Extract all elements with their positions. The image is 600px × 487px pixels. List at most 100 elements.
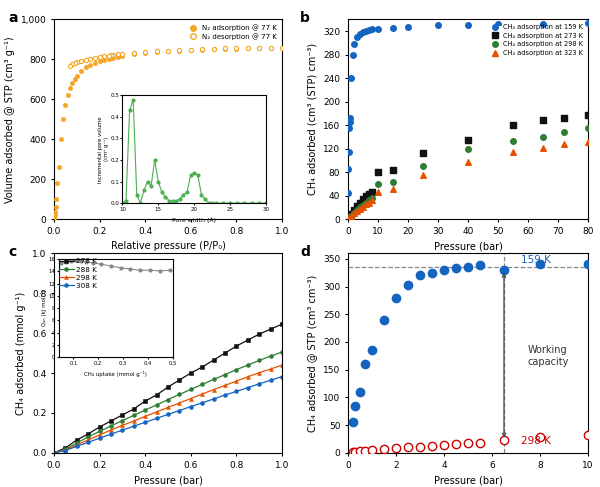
Text: b: b bbox=[300, 12, 310, 25]
278 K bbox=[233, 343, 240, 349]
Point bbox=[358, 195, 368, 203]
308 K bbox=[267, 377, 274, 383]
288 K bbox=[176, 392, 183, 397]
Point bbox=[559, 114, 569, 122]
288 K bbox=[267, 353, 274, 359]
298 K bbox=[233, 378, 240, 384]
Point bbox=[364, 190, 374, 198]
308 K bbox=[50, 450, 58, 456]
Point bbox=[343, 165, 353, 173]
Point bbox=[493, 20, 503, 28]
308 K bbox=[142, 419, 149, 425]
Point bbox=[433, 21, 443, 29]
Point bbox=[418, 150, 428, 157]
Point bbox=[373, 169, 383, 176]
Y-axis label: Volume adsorbed @ STP (cm³ g⁻¹): Volume adsorbed @ STP (cm³ g⁻¹) bbox=[5, 36, 15, 203]
Point bbox=[559, 129, 569, 136]
Point bbox=[364, 199, 374, 206]
288 K bbox=[142, 407, 149, 413]
Point bbox=[344, 124, 354, 132]
278 K bbox=[199, 364, 206, 370]
278 K bbox=[142, 398, 149, 404]
Line: 298 K: 298 K bbox=[52, 363, 284, 455]
Point bbox=[349, 209, 359, 217]
298 K bbox=[96, 432, 103, 438]
Point bbox=[538, 116, 548, 124]
Point bbox=[346, 212, 356, 220]
Point bbox=[355, 204, 365, 211]
Line: 278 K: 278 K bbox=[52, 322, 284, 455]
Point bbox=[367, 194, 377, 202]
Point bbox=[343, 189, 353, 197]
Point bbox=[583, 19, 593, 27]
298 K bbox=[50, 450, 58, 456]
Point bbox=[358, 201, 368, 209]
298 K bbox=[187, 395, 194, 401]
Point bbox=[346, 210, 356, 218]
298 K bbox=[119, 422, 126, 428]
Point bbox=[508, 137, 518, 145]
Point bbox=[352, 202, 362, 210]
308 K bbox=[256, 381, 263, 387]
Point bbox=[508, 121, 518, 129]
Point bbox=[463, 158, 473, 166]
Point bbox=[508, 148, 518, 155]
308 K bbox=[96, 435, 103, 441]
278 K bbox=[50, 450, 58, 456]
308 K bbox=[107, 431, 115, 437]
Point bbox=[346, 114, 355, 122]
298 K bbox=[210, 387, 217, 393]
298 K bbox=[130, 418, 137, 424]
278 K bbox=[107, 418, 115, 424]
308 K bbox=[199, 400, 206, 406]
278 K bbox=[62, 445, 69, 451]
Point bbox=[344, 212, 354, 220]
Point bbox=[583, 124, 593, 132]
Point bbox=[373, 25, 383, 33]
Text: c: c bbox=[8, 245, 17, 259]
288 K bbox=[119, 418, 126, 424]
Point bbox=[343, 215, 353, 223]
278 K bbox=[278, 321, 286, 327]
278 K bbox=[244, 337, 251, 343]
298 K bbox=[142, 413, 149, 419]
Point bbox=[349, 209, 359, 217]
298 K bbox=[278, 362, 286, 368]
288 K bbox=[96, 429, 103, 434]
298 K bbox=[107, 427, 115, 433]
Line: 308 K: 308 K bbox=[52, 375, 284, 455]
298 K bbox=[244, 374, 251, 380]
Point bbox=[418, 162, 428, 170]
278 K bbox=[221, 350, 229, 356]
Point bbox=[344, 118, 354, 126]
Point bbox=[352, 206, 362, 214]
298 K bbox=[267, 366, 274, 372]
Point bbox=[373, 187, 383, 195]
308 K bbox=[233, 389, 240, 394]
Point bbox=[344, 148, 353, 155]
278 K bbox=[164, 384, 172, 390]
Point bbox=[358, 203, 368, 211]
Point bbox=[364, 26, 374, 34]
308 K bbox=[153, 415, 160, 421]
Point bbox=[388, 185, 398, 192]
Point bbox=[349, 206, 359, 214]
278 K bbox=[130, 406, 137, 412]
Legend: CH₄ adsorption at 159 K, CH₄ adsorption at 273 K, CH₄ adsorption at 298 K, CH₄ a: CH₄ adsorption at 159 K, CH₄ adsorption … bbox=[487, 23, 584, 57]
X-axis label: Pressure (bar): Pressure (bar) bbox=[434, 475, 502, 485]
288 K bbox=[244, 362, 251, 368]
Point bbox=[583, 138, 593, 146]
298 K bbox=[199, 391, 206, 397]
Point bbox=[344, 214, 354, 222]
Point bbox=[463, 136, 473, 144]
308 K bbox=[221, 392, 229, 398]
288 K bbox=[153, 402, 160, 408]
288 K bbox=[62, 447, 69, 452]
Point bbox=[343, 215, 353, 223]
Point bbox=[344, 214, 353, 222]
308 K bbox=[278, 374, 286, 379]
Point bbox=[355, 199, 365, 206]
298 K bbox=[73, 442, 80, 448]
308 K bbox=[187, 404, 194, 410]
288 K bbox=[233, 367, 240, 373]
